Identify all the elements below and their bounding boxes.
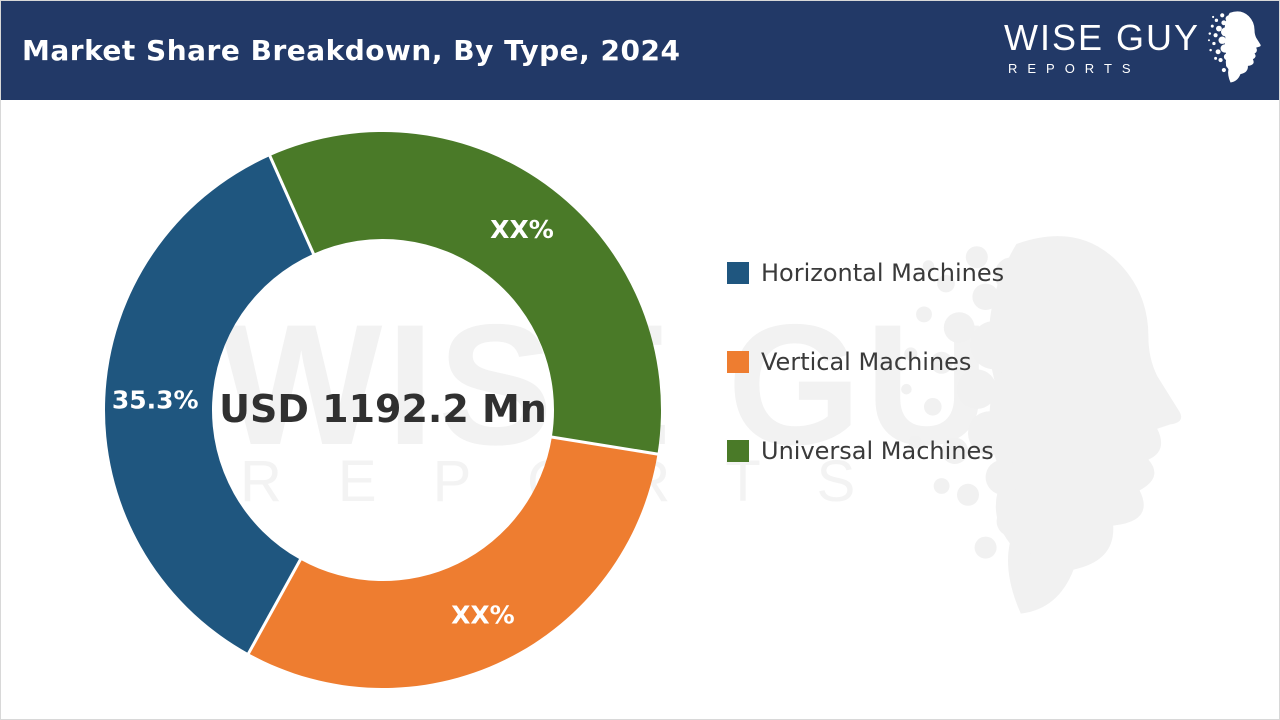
logo-reports-text: REPORTS: [1007, 60, 1141, 76]
segment-divider: [549, 435, 659, 456]
dotted-face-profile-icon: [1204, 6, 1262, 86]
legend-swatch-icon: [727, 440, 749, 462]
logo-text: WISE GUY REPORTS: [1004, 17, 1200, 76]
header-bar: Market Share Breakdown, By Type, 2024 WI…: [0, 0, 1280, 100]
segment-divider: [246, 557, 303, 655]
donut-segment-horizontal-machines: [105, 156, 314, 654]
logo-wordmark: WISE GUY: [1003, 16, 1200, 58]
chart-center-value: USD 1192.2 Mn: [219, 387, 547, 431]
legend-label: Vertical Machines: [761, 348, 972, 376]
legend-item-vertical-machines: Vertical Machines: [727, 348, 1004, 376]
donut-segment-universal-machines: [269, 132, 661, 455]
legend-item-horizontal-machines: Horizontal Machines: [727, 259, 1005, 287]
legend-swatch-icon: [727, 262, 749, 284]
donut-segment-vertical-machines: [248, 437, 658, 688]
segment-divider: [268, 154, 316, 257]
segment-value-label: XX%: [490, 215, 554, 244]
legend-item-universal-machines: Universal Machines: [727, 437, 1004, 465]
legend-swatch-icon: [727, 351, 749, 373]
page-title: Market Share Breakdown, By Type, 2024: [22, 33, 681, 67]
legend-label: Horizontal Machines: [761, 259, 1005, 287]
segment-value-label: XX%: [451, 600, 515, 629]
segment-value-label: 35.3%: [112, 386, 199, 415]
legend-label: Universal Machines: [761, 437, 994, 465]
chart-legend: Horizontal Machines Vertical Machines Un…: [727, 259, 1005, 527]
wise-guy-reports-logo: WISE GUY REPORTS: [1004, 6, 1262, 86]
